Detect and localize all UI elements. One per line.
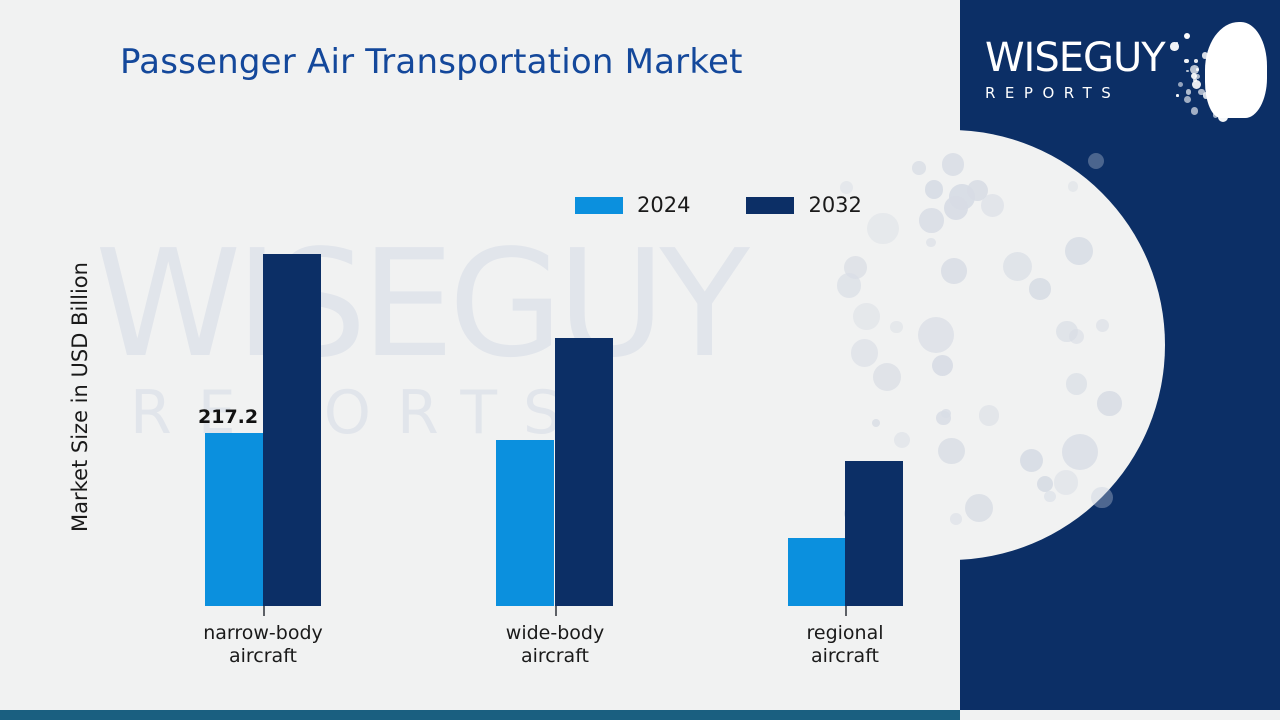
bar-2032	[555, 338, 613, 606]
footer-strip	[0, 710, 960, 720]
axis-tick	[555, 606, 557, 616]
legend-label-2032: 2032	[808, 193, 862, 217]
bar-2032	[845, 461, 903, 606]
legend-label-2024: 2024	[637, 193, 691, 217]
axis-tick	[845, 606, 847, 616]
legend-swatch-2024	[575, 196, 623, 214]
page-title: Passenger Air Transportation Market	[120, 42, 743, 82]
plot-area: narrow-body aircraft wide-body aircraft regi…	[198, 254, 903, 667]
y-axis-label: Market Size in USD Billion	[68, 262, 92, 532]
legend-item-2024[interactable]: 2024	[575, 193, 690, 217]
bar-2024	[205, 433, 263, 606]
legend-item-2032[interactable]: 2032	[746, 193, 862, 217]
x-axis-category-label: narrow-body aircraft	[203, 621, 323, 667]
legend-swatch-2032	[746, 196, 795, 214]
watermark-reports: REPORTS	[130, 378, 588, 448]
logo-dots-icon	[1168, 26, 1278, 123]
x-axis-category-label: regional aircraft	[806, 621, 884, 667]
axis-tick	[263, 606, 265, 616]
bar-2024	[496, 440, 554, 606]
bar-2024	[788, 538, 846, 606]
bar-value-label: 217.2	[198, 406, 259, 428]
logo-head-icon	[1205, 22, 1267, 118]
watermark-wiseguy: WISEGUY	[95, 218, 750, 390]
logo-tagline: REPORTS	[985, 84, 1121, 102]
wiseguy-logo: WISEGUY REPORTS	[985, 35, 1166, 102]
x-axis-category-label: wide-body aircraft	[505, 621, 605, 667]
chart-legend: 2024 2032	[575, 193, 862, 217]
bar-2032	[263, 254, 321, 606]
logo-wordmark: WISEGUY	[985, 35, 1166, 81]
